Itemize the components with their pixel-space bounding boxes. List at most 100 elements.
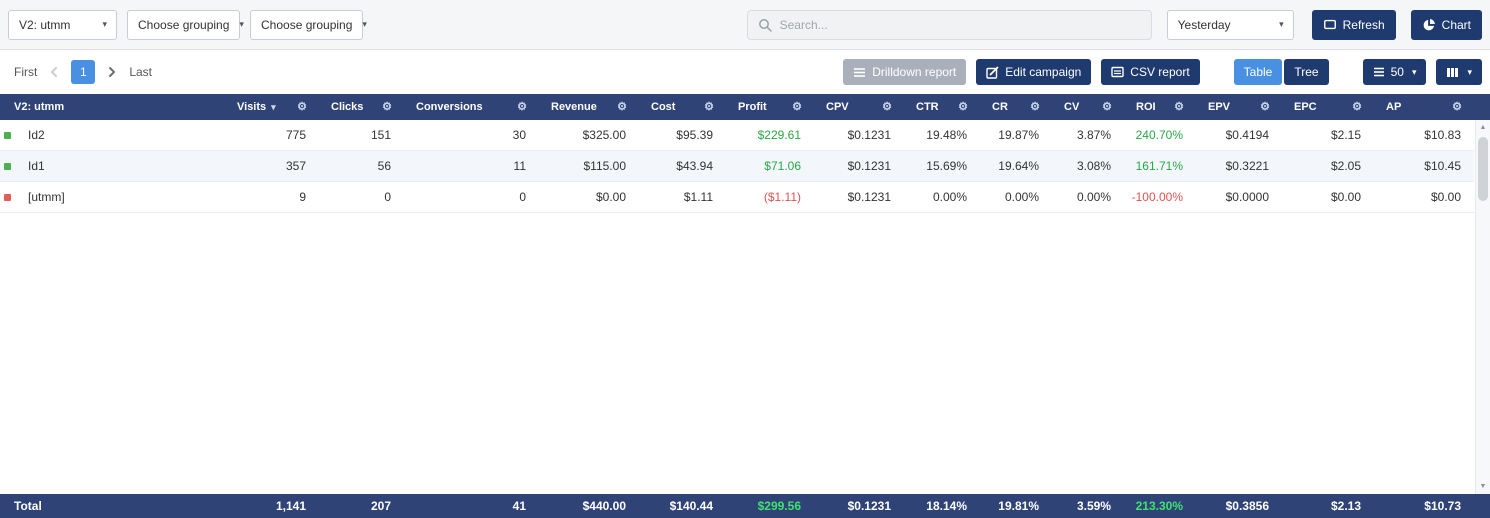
table-cell: $0.00 bbox=[595, 190, 626, 204]
column-header-label: CTR bbox=[916, 101, 939, 113]
table-row[interactable]: Id2 775 151 30 $325.00 $95.39 $229.61 $0.1231 19… bbox=[0, 120, 1474, 151]
search-icon bbox=[758, 18, 772, 32]
table-cell: 775 bbox=[285, 128, 306, 142]
scroll-up-icon[interactable]: ▲ bbox=[1479, 124, 1487, 131]
row-name-cell: Id2 bbox=[0, 120, 225, 150]
column-header-label: CV bbox=[1064, 101, 1080, 113]
column-settings-icon[interactable]: ⚙ bbox=[382, 100, 392, 113]
edit-campaign-button[interactable]: Edit campaign bbox=[976, 59, 1092, 85]
column-settings-icon[interactable]: ⚙ bbox=[704, 100, 714, 113]
columns-button[interactable]: ▾ bbox=[1436, 59, 1482, 85]
table-cell: $71.06 bbox=[764, 159, 801, 173]
scrollbar-thumb[interactable] bbox=[1478, 137, 1488, 201]
column-settings-icon[interactable]: ⚙ bbox=[297, 100, 307, 113]
view-toggle: Table Tree bbox=[1233, 59, 1329, 85]
column-header-roi[interactable]: ROI ⚙ bbox=[1124, 94, 1196, 120]
csv-report-button[interactable]: CSV report bbox=[1101, 59, 1200, 85]
table-header-row: V2: utmm Visits ▾ ⚙ Clicks ⚙ Conversions ⚙ Reven… bbox=[0, 94, 1474, 120]
total-cell: 3.59% bbox=[1076, 499, 1111, 513]
table-view-button[interactable]: Table bbox=[1233, 59, 1283, 85]
total-cell: $2.13 bbox=[1330, 499, 1361, 513]
column-header-cr[interactable]: CR ⚙ bbox=[980, 94, 1052, 120]
tree-view-button[interactable]: Tree bbox=[1284, 59, 1329, 85]
vertical-scrollbar[interactable]: ▲ ▼ bbox=[1475, 120, 1490, 494]
pagination-last[interactable]: Last bbox=[129, 65, 153, 79]
column-header-label: CR bbox=[992, 101, 1008, 113]
column-settings-icon[interactable]: ⚙ bbox=[1102, 100, 1112, 113]
column-header-ctr[interactable]: CTR ⚙ bbox=[904, 94, 980, 120]
table-cell: 0.00% bbox=[932, 190, 967, 204]
table-row[interactable]: [utmm] 9 0 0 $0.00 $1.11 ($1.11) $0.1231 0.00% 0.… bbox=[0, 182, 1474, 213]
drilldown-report-button[interactable]: Drilldown report bbox=[843, 59, 967, 85]
campaign-select[interactable]: V2: utmm ▾ bbox=[8, 9, 117, 40]
refresh-label: Refresh bbox=[1342, 17, 1385, 32]
row-name-cell: [utmm] bbox=[0, 182, 225, 212]
table-cell: 0.00% bbox=[1076, 190, 1111, 204]
table-cell: $2.15 bbox=[1330, 128, 1361, 142]
column-settings-icon[interactable]: ⚙ bbox=[517, 100, 527, 113]
column-header-epc[interactable]: EPC ⚙ bbox=[1282, 94, 1374, 120]
row-name: Id2 bbox=[28, 128, 45, 142]
column-header-profit[interactable]: Profit ⚙ bbox=[726, 94, 814, 120]
grouping-select-1[interactable]: Choose grouping ▾ bbox=[127, 9, 244, 40]
row-name: Id1 bbox=[28, 159, 45, 173]
column-header-label: EPC bbox=[1294, 101, 1317, 113]
column-settings-icon[interactable]: ⚙ bbox=[1452, 100, 1462, 113]
total-cell: $440.00 bbox=[582, 499, 626, 513]
rows-per-page-value: 50 bbox=[1390, 65, 1404, 79]
table-cell: $0.1231 bbox=[847, 190, 891, 204]
total-cell: $299.56 bbox=[757, 499, 801, 513]
column-header-clicks[interactable]: Clicks ⚙ bbox=[319, 94, 404, 120]
scroll-down-icon[interactable]: ▼ bbox=[1479, 483, 1487, 490]
refresh-button[interactable]: Refresh bbox=[1311, 9, 1396, 40]
chart-label: Chart bbox=[1441, 17, 1471, 32]
total-cell: 213.30% bbox=[1135, 499, 1183, 513]
rows-per-page-button[interactable]: 50 ▾ bbox=[1362, 59, 1427, 85]
column-header-cv[interactable]: CV ⚙ bbox=[1052, 94, 1124, 120]
column-settings-icon[interactable]: ⚙ bbox=[958, 100, 968, 113]
date-range-select[interactable]: Yesterday ▾ bbox=[1166, 9, 1294, 40]
column-header-label: Conversions bbox=[416, 101, 483, 113]
column-header-revenue[interactable]: Revenue ⚙ bbox=[539, 94, 639, 120]
column-settings-icon[interactable]: ⚙ bbox=[1352, 100, 1362, 113]
grouping-select-1-value: Choose grouping bbox=[138, 17, 230, 32]
column-header-epv[interactable]: EPV ⚙ bbox=[1196, 94, 1282, 120]
pagination-page-1[interactable]: 1 bbox=[71, 60, 96, 84]
table-cell: $0.1231 bbox=[847, 159, 891, 173]
total-cell: 18.14% bbox=[926, 499, 967, 513]
table-header-name[interactable]: V2: utmm bbox=[0, 94, 225, 120]
table-cell: 3.87% bbox=[1076, 128, 1111, 142]
search-input[interactable] bbox=[779, 17, 1141, 32]
row-name: [utmm] bbox=[28, 190, 65, 204]
table-row[interactable]: Id1 357 56 11 $115.00 $43.94 $71.06 $0.1231 15.6… bbox=[0, 151, 1474, 182]
column-settings-icon[interactable]: ⚙ bbox=[1260, 100, 1270, 113]
chevron-left-icon[interactable] bbox=[49, 66, 59, 78]
table-cell: 15.69% bbox=[926, 159, 967, 173]
total-cell: 19.81% bbox=[998, 499, 1039, 513]
chevron-right-icon[interactable] bbox=[107, 66, 117, 78]
grouping-select-2-value: Choose grouping bbox=[261, 17, 353, 32]
table-cell: $0.00 bbox=[1330, 190, 1361, 204]
column-header-ap[interactable]: AP ⚙ bbox=[1374, 94, 1474, 120]
tree-view-label: Tree bbox=[1294, 65, 1319, 79]
column-settings-icon[interactable]: ⚙ bbox=[1174, 100, 1184, 113]
pagination-first[interactable]: First bbox=[14, 65, 38, 79]
grouping-select-2[interactable]: Choose grouping ▾ bbox=[250, 9, 367, 40]
column-header-label: EPV bbox=[1208, 101, 1231, 113]
column-header-visits[interactable]: Visits ▾ ⚙ bbox=[225, 94, 319, 120]
column-settings-icon[interactable]: ⚙ bbox=[617, 100, 627, 113]
column-settings-icon[interactable]: ⚙ bbox=[882, 100, 892, 113]
column-header-cost[interactable]: Cost ⚙ bbox=[639, 94, 726, 120]
column-settings-icon[interactable]: ⚙ bbox=[792, 100, 802, 113]
search-box[interactable] bbox=[746, 9, 1152, 40]
column-header-conversions[interactable]: Conversions ⚙ bbox=[404, 94, 539, 120]
table-body: Id2 775 151 30 $325.00 $95.39 $229.61 $0.1231 19… bbox=[0, 120, 1490, 213]
chart-button[interactable]: Chart bbox=[1410, 9, 1482, 40]
table-header-name-label: V2: utmm bbox=[14, 101, 65, 113]
table-cell: 19.64% bbox=[998, 159, 1039, 173]
chevron-down-icon: ▾ bbox=[362, 19, 367, 29]
column-settings-icon[interactable]: ⚙ bbox=[1030, 100, 1040, 113]
table-cell: 11 bbox=[513, 159, 526, 173]
table-cell: 240.70% bbox=[1135, 128, 1183, 142]
column-header-cpv[interactable]: CPV ⚙ bbox=[814, 94, 904, 120]
